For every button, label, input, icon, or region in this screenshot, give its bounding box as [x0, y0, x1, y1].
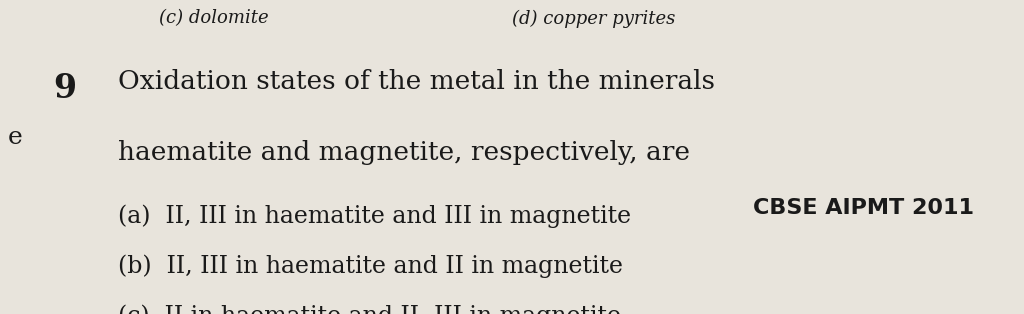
Text: 9: 9 — [53, 72, 77, 105]
Text: (d) copper pyrites: (d) copper pyrites — [512, 9, 676, 28]
Text: e: e — [8, 126, 23, 149]
Text: (a)  II, III in haematite and III in magnetite: (a) II, III in haematite and III in magn… — [118, 204, 631, 228]
Text: (b)  II, III in haematite and II in magnetite: (b) II, III in haematite and II in magne… — [118, 254, 623, 278]
Text: (c) dolomite: (c) dolomite — [159, 9, 268, 27]
Text: haematite and magnetite, respectively, are: haematite and magnetite, respectively, a… — [118, 140, 690, 165]
Text: Oxidation states of the metal in the minerals: Oxidation states of the metal in the min… — [118, 69, 715, 94]
Text: CBSE AIPMT 2011: CBSE AIPMT 2011 — [753, 198, 974, 218]
Text: (c)  II in haematite and II, III in magnetite: (c) II in haematite and II, III in magne… — [118, 305, 621, 314]
